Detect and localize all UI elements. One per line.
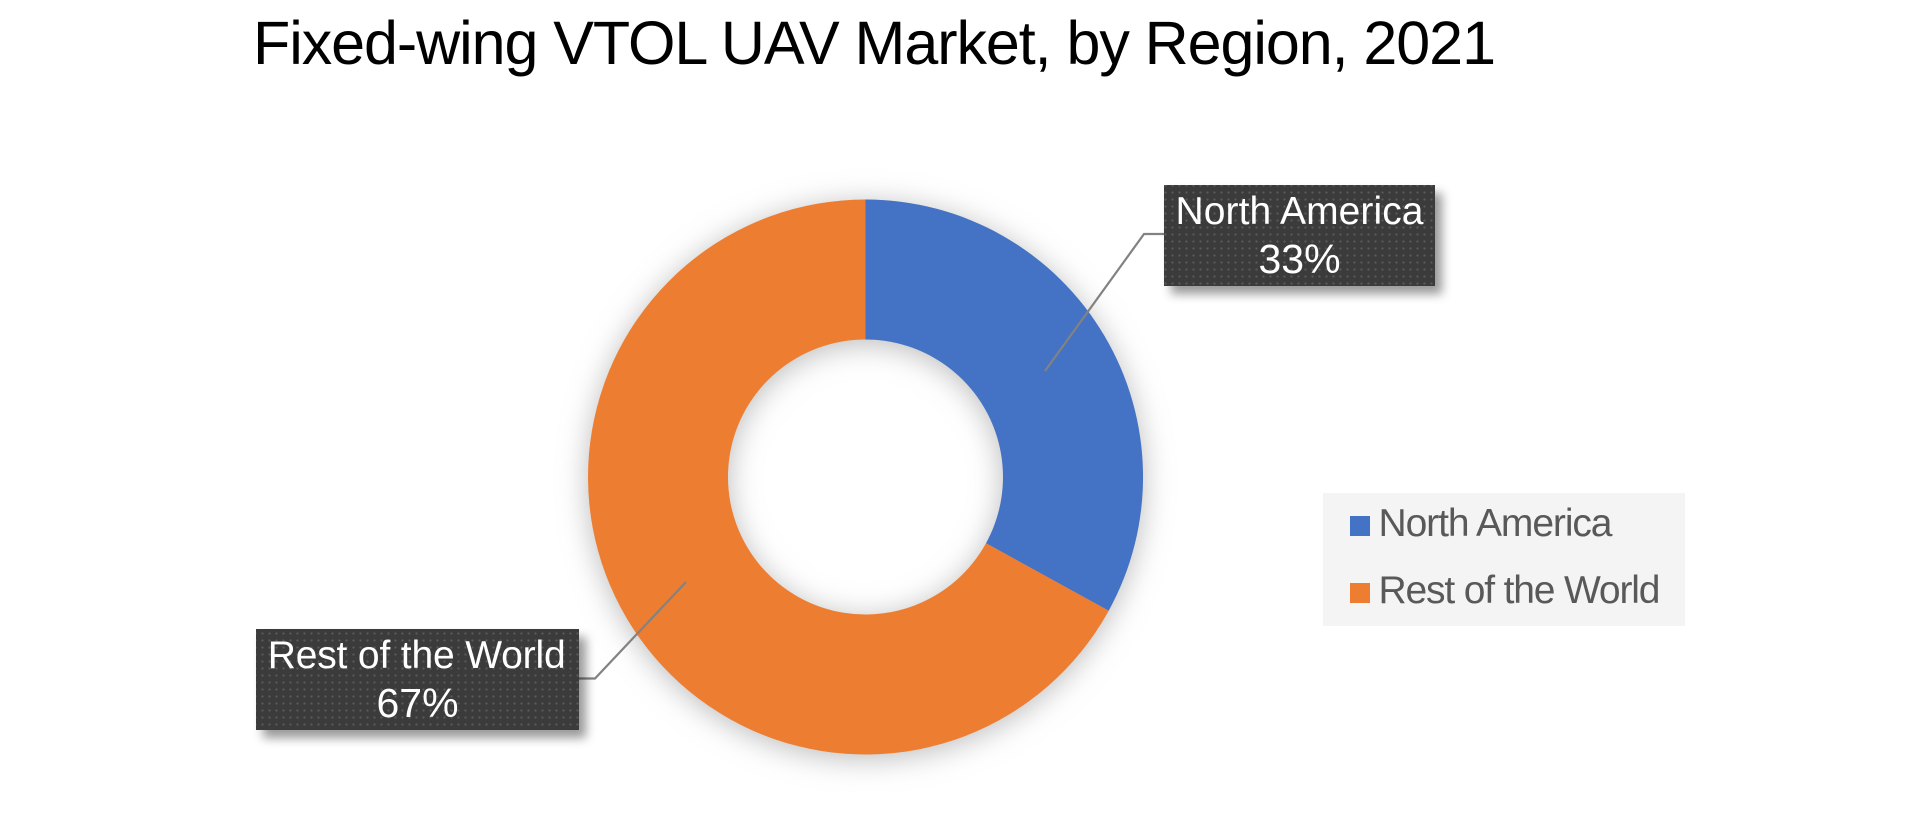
svg-text:33%: 33% [1258,236,1340,282]
svg-text:North America: North America [1379,502,1613,545]
svg-text:Rest of the World: Rest of the World [1379,569,1661,612]
svg-text:Rest of the World: Rest of the World [268,634,566,677]
svg-text:North America: North America [1176,190,1424,233]
svg-text:67%: 67% [376,680,458,726]
svg-text:Fixed-wing VTOL UAV Market, by: Fixed-wing VTOL UAV Market, by Region, 2… [253,9,1496,77]
